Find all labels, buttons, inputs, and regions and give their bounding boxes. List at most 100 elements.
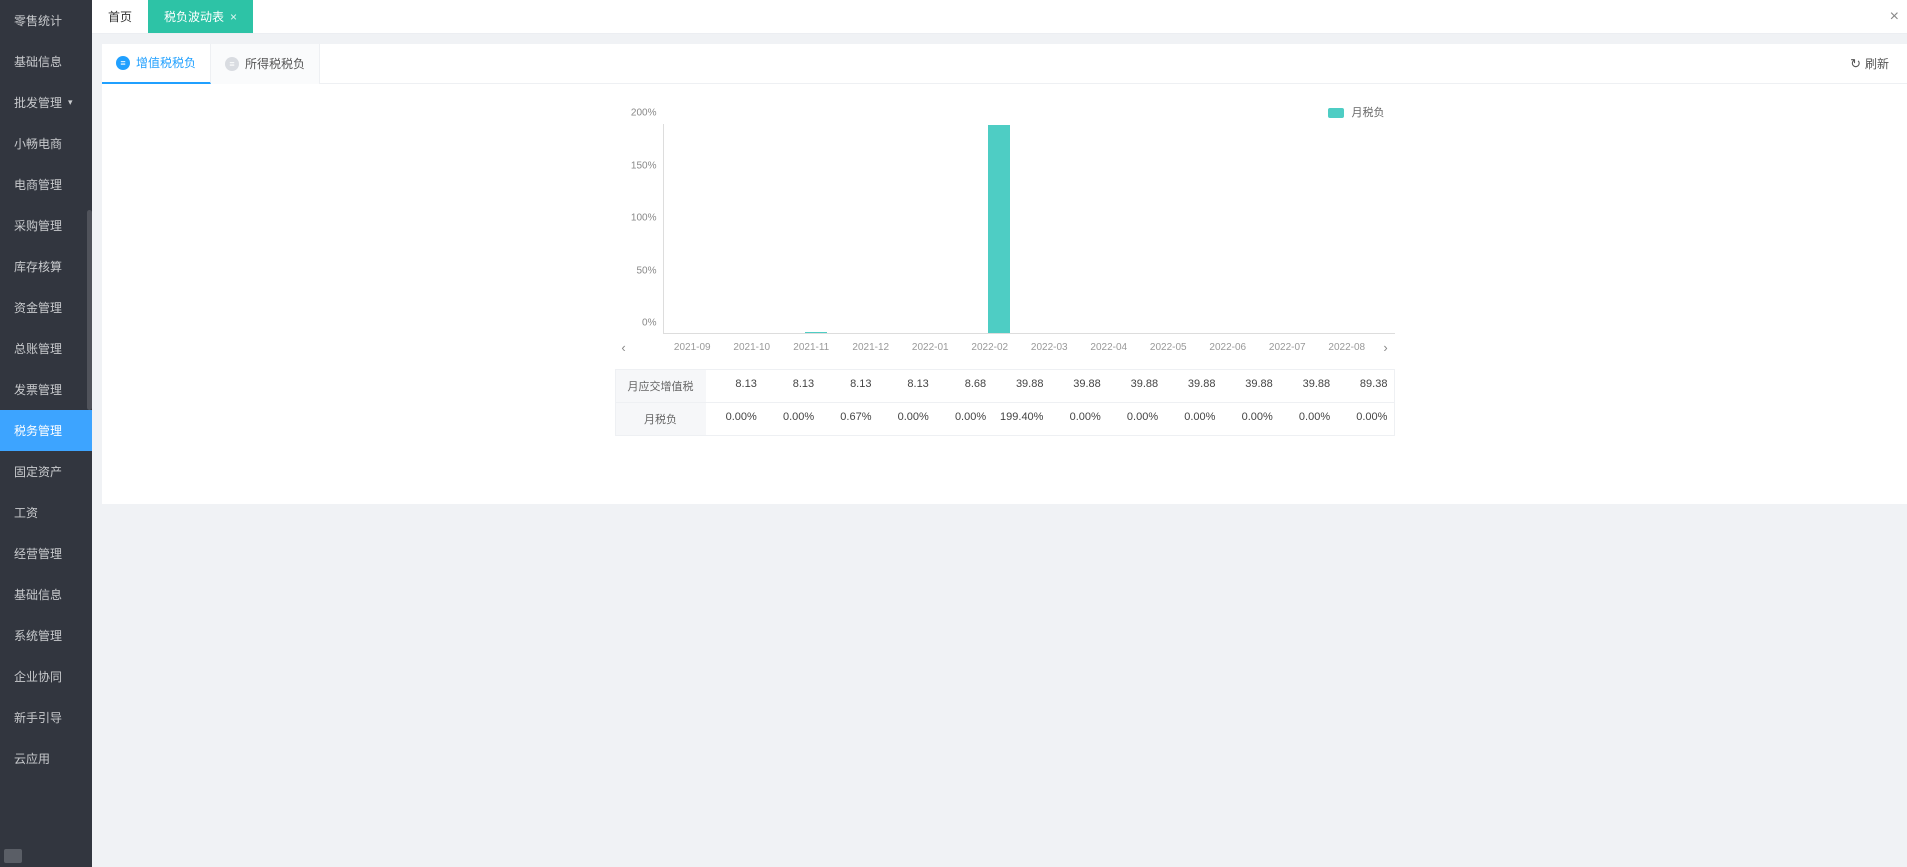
chart-bar [988,125,1010,333]
subtab-label: 增值税税负 [136,54,196,71]
y-tick: 0% [642,318,656,329]
chart-block: 月税负 0% 50% 100% 150% 200% ‹ 2021-092021-1020… [615,104,1395,436]
chart-next-button[interactable]: › [1377,340,1395,355]
x-label: 2022-01 [901,342,961,353]
tab-label: 税负波动表 [164,8,224,25]
main: 首页 税负波动表 × × ≡ 增值税税负 ≡ 所得税税负 ↻ 刷新 月税负 [92,0,1907,867]
subtab-label: 所得税税负 [245,55,305,72]
row-cell: 39.88 [1279,370,1336,402]
sidebar-item-9[interactable]: 发票管理 [0,369,92,410]
chart-prev-button[interactable]: ‹ [615,340,633,355]
x-label: 2022-06 [1198,342,1258,353]
sidebar-scrollbar[interactable] [87,210,92,410]
x-axis-row: ‹ 2021-092021-102021-112021-122022-01202… [615,340,1395,355]
x-label: 2022-08 [1317,342,1377,353]
chart-legend: 月税负 [615,104,1395,120]
sidebar-item-label: 工资 [14,504,38,521]
row-cell: 0.67% [820,403,877,435]
x-label: 2021-11 [782,342,842,353]
subtab-icon: ≡ [116,56,130,70]
subtab-1[interactable]: ≡ 所得税税负 [211,44,320,84]
row-cell: 0.00% [763,403,820,435]
chart-plot [663,124,1395,334]
sidebar-item-4[interactable]: 电商管理 [0,164,92,205]
refresh-icon: ↻ [1850,56,1861,72]
sidebar-item-label: 批发管理 [14,94,62,111]
sidebar-item-label: 系统管理 [14,627,62,644]
sidebar-item-2[interactable]: 批发管理 ▾ [0,82,92,123]
x-label: 2022-04 [1079,342,1139,353]
sidebar-item-label: 经营管理 [14,545,62,562]
y-tick: 100% [631,213,657,224]
row-cell: 0.00% [1221,403,1278,435]
sidebar-item-7[interactable]: 资金管理 [0,287,92,328]
sidebar: 零售统计基础信息批发管理▾小畅电商电商管理采购管理库存核算资金管理总账管理发票管… [0,0,92,867]
y-tick: 200% [631,108,657,119]
sidebar-item-label: 零售统计 [14,12,62,29]
sidebar-item-label: 库存核算 [14,258,62,275]
row-cell: 8.13 [763,370,820,402]
sidebar-item-18[interactable]: 云应用 [0,738,92,779]
sidebar-item-label: 云应用 [14,750,50,767]
row-cell: 0.00% [1164,403,1221,435]
sidebar-item-label: 新手引导 [14,709,62,726]
refresh-button[interactable]: ↻ 刷新 [1850,55,1889,72]
row-cell: 39.88 [1049,370,1106,402]
y-tick: 150% [631,160,657,171]
sidebar-item-14[interactable]: 基础信息 [0,574,92,615]
sidebar-item-3[interactable]: 小畅电商 [0,123,92,164]
sidebar-item-15[interactable]: 系统管理 [0,615,92,656]
y-axis: 0%50%100%150%200% [615,124,663,334]
chart-wrap: 月税负 0% 50% 100% 150% 200% ‹ 2021-092021-1020… [102,84,1907,466]
subtab-0[interactable]: ≡ 增值税税负 [102,44,211,84]
refresh-label: 刷新 [1865,55,1889,72]
row-cell: 199.40% [992,403,1049,435]
sidebar-item-6[interactable]: 库存核算 [0,246,92,287]
tabbar: 首页 税负波动表 × × [92,0,1907,34]
sidebar-item-10[interactable]: 税务管理 [0,410,92,451]
sidebar-item-17[interactable]: 新手引导 [0,697,92,738]
tab-0[interactable]: 首页 [92,0,148,33]
y-tick: 50% [636,265,656,276]
sidebar-item-0[interactable]: 零售统计 [0,0,92,41]
subtab-icon: ≡ [225,57,239,71]
row-cell: 39.88 [1164,370,1221,402]
row-cell: 0.00% [877,403,934,435]
x-label: 2021-12 [841,342,901,353]
legend-label: 月税负 [1352,107,1385,119]
x-label: 2022-07 [1258,342,1318,353]
sidebar-item-13[interactable]: 经营管理 [0,533,92,574]
row-cell: 0.00% [1107,403,1164,435]
row-cell: 0.00% [1049,403,1106,435]
sidebar-item-label: 电商管理 [14,176,62,193]
sidebar-item-16[interactable]: 企业协同 [0,656,92,697]
sidebar-item-5[interactable]: 采购管理 [0,205,92,246]
table-row: 月应交增值税8.138.138.138.138.6839.8839.8839.8… [616,370,1394,403]
row-cell: 39.88 [1221,370,1278,402]
tab-close-icon[interactable]: × [230,10,237,24]
close-icon[interactable]: × [1890,8,1899,26]
tab-label: 首页 [108,8,132,25]
chevron-down-icon: ▾ [68,97,73,108]
chart-bar [805,332,827,333]
row-cell: 0.00% [706,403,763,435]
sidebar-collapse-toggle[interactable] [4,849,22,863]
row-cell: 8.68 [935,370,992,402]
sidebar-item-label: 发票管理 [14,381,62,398]
sidebar-item-label: 采购管理 [14,217,62,234]
x-axis-labels: 2021-092021-102021-112021-122022-012022-… [663,342,1377,353]
row-cell: 0.00% [1336,403,1393,435]
sidebar-item-11[interactable]: 固定资产 [0,451,92,492]
sidebar-item-12[interactable]: 工资 [0,492,92,533]
sidebar-item-label: 固定资产 [14,463,62,480]
sidebar-item-8[interactable]: 总账管理 [0,328,92,369]
sidebar-item-label: 企业协同 [14,668,62,685]
sidebar-item-1[interactable]: 基础信息 [0,41,92,82]
x-label: 2021-10 [722,342,782,353]
row-cell: 39.88 [992,370,1049,402]
subtab-row: ≡ 增值税税负 ≡ 所得税税负 ↻ 刷新 [102,44,1907,84]
x-label: 2022-03 [1020,342,1080,353]
row-cell: 89.38 [1336,370,1393,402]
sidebar-item-label: 税务管理 [14,422,62,439]
tab-1[interactable]: 税负波动表 × [148,0,253,33]
